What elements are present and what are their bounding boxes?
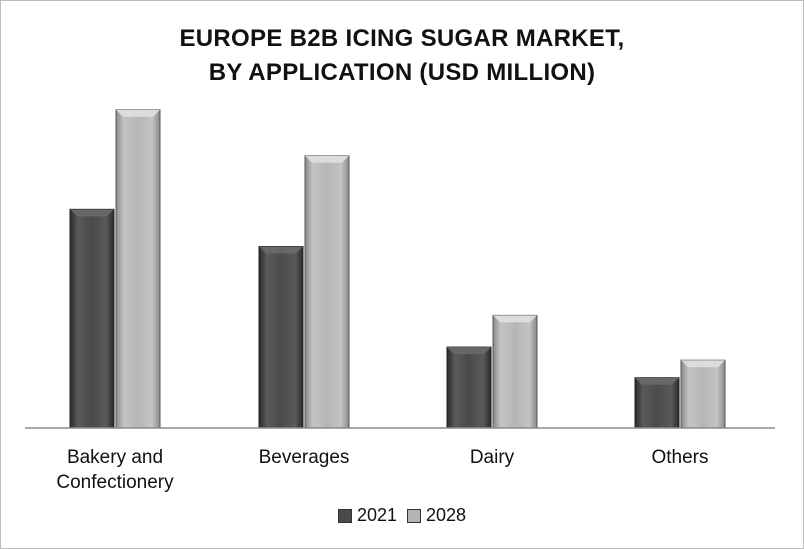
category-label-0: Bakery and Confectionery <box>35 445 195 495</box>
bars-group <box>69 109 726 429</box>
category-label-0-line-1: Confectionery <box>56 472 174 493</box>
legend-swatch-2028 <box>407 508 421 523</box>
category-label-3-line-0: Others <box>651 447 709 468</box>
bar-2028-1 <box>304 155 350 429</box>
category-label-3: Others <box>600 445 760 470</box>
bar-2028-2 <box>492 314 538 429</box>
category-label-2: Dairy <box>412 445 572 470</box>
category-label-0-line-0: Bakery and <box>66 447 164 468</box>
category-label-1-line-0: Beverages <box>258 447 350 468</box>
chart-title-line-2: BY APPLICATION (USD MILLION) <box>208 59 596 86</box>
bar-bevel-2021-1 <box>259 246 303 254</box>
bar-2028-0 <box>115 109 161 429</box>
chart-title: EUROPE B2B ICING SUGAR MARKET, BY APPLIC… <box>0 22 804 90</box>
legend-item-2021: 2021 <box>337 505 397 526</box>
legend-swatch-2021 <box>337 508 352 523</box>
bar-bevel-2028-0 <box>116 109 160 117</box>
bar-2021-2 <box>446 346 492 429</box>
bar-2021-0 <box>69 208 115 429</box>
bar-bevel-2021-2 <box>447 347 491 355</box>
bar-2028-3 <box>680 359 726 429</box>
bar-2021-1 <box>258 246 304 429</box>
chart-title-line-1: EUROPE B2B ICING SUGAR MARKET, <box>179 25 625 52</box>
bar-bevel-2028-2 <box>493 315 537 323</box>
bar-bevel-2028-3 <box>681 360 725 368</box>
bar-bevel-2028-1 <box>305 155 349 163</box>
bar-2021-3 <box>634 377 680 429</box>
legend-label-2028: 2028 <box>426 505 467 525</box>
bar-bevel-2021-0 <box>70 209 114 217</box>
legend-label-2021: 2021 <box>356 505 397 525</box>
legend: 2021 2028 <box>0 505 804 526</box>
bar-bevel-2021-3 <box>635 377 679 385</box>
category-label-1: Beverages <box>224 445 384 470</box>
category-label-2-line-0: Dairy <box>469 447 515 468</box>
legend-item-2028: 2028 <box>407 505 466 526</box>
